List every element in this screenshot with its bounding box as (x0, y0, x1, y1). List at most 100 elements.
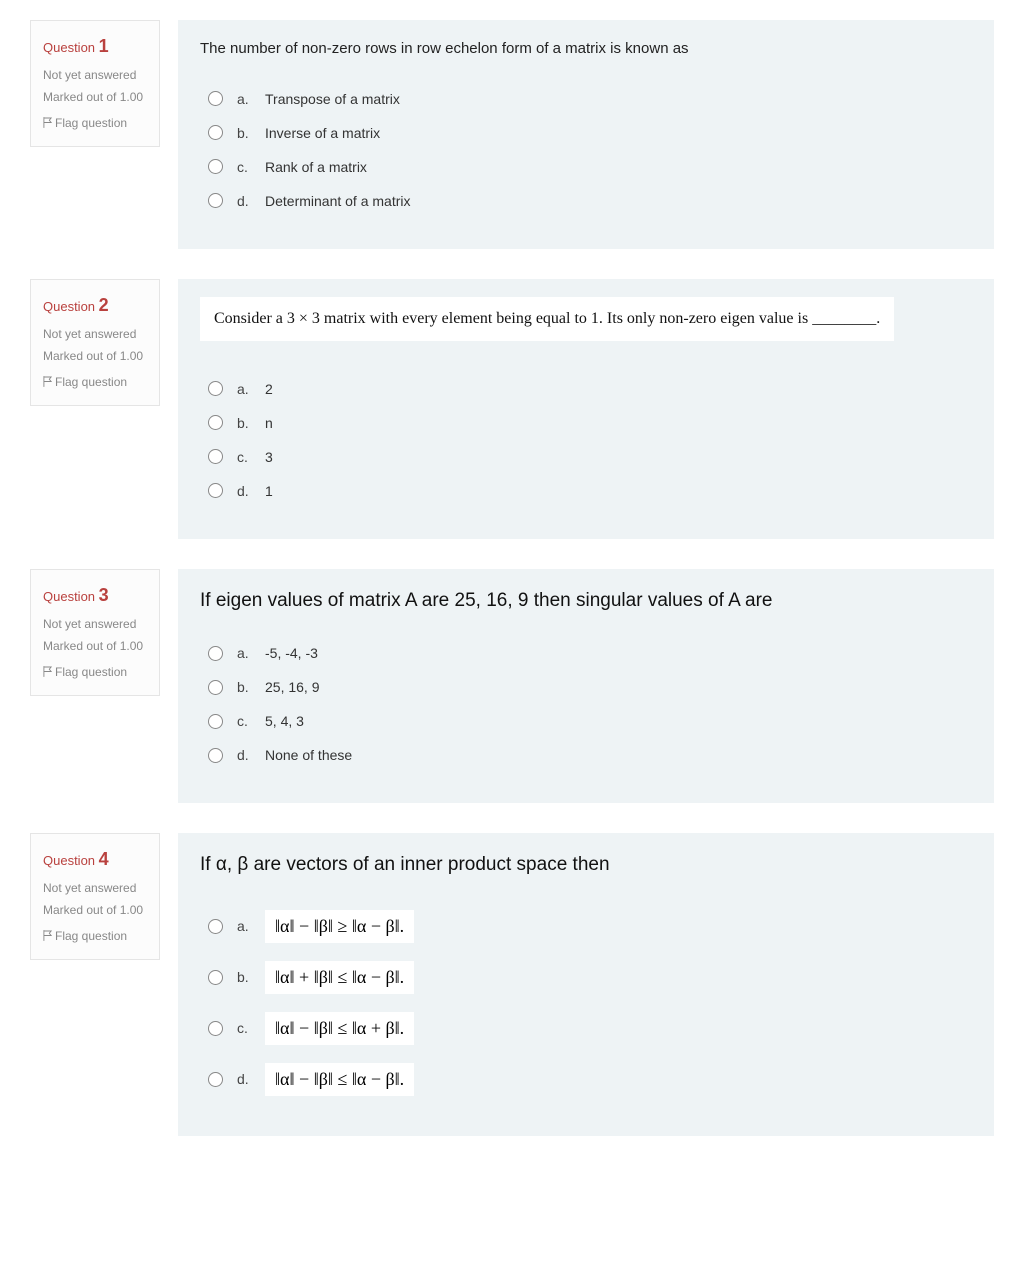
option-text: Rank of a matrix (265, 159, 367, 175)
option-row[interactable]: d.1 (208, 483, 972, 499)
question-number: 2 (99, 295, 109, 315)
option-text: -5, -4, -3 (265, 645, 318, 661)
question-label: Question (43, 40, 95, 55)
question-text: If α, β are vectors of an inner product … (200, 851, 972, 880)
option-text: 2 (265, 381, 273, 397)
radio-button[interactable] (208, 449, 223, 464)
option-row[interactable]: a.Transpose of a matrix (208, 91, 972, 107)
question-title: Question 1 (43, 33, 147, 60)
flag-icon (43, 930, 52, 941)
option-letter: a. (237, 381, 251, 397)
radio-button[interactable] (208, 1021, 223, 1036)
option-row[interactable]: a. 2 (208, 381, 972, 397)
option-text: ‖α‖ − ‖β‖ ≤ ‖α − β‖. (265, 1063, 414, 1096)
question-marks: Marked out of 1.00 (43, 347, 147, 365)
radio-button[interactable] (208, 646, 223, 661)
question-status: Not yet answered (43, 879, 147, 897)
radio-button[interactable] (208, 483, 223, 498)
flag-label: Flag question (55, 665, 127, 679)
option-row[interactable]: a. -5, -4, -3 (208, 645, 972, 661)
radio-button[interactable] (208, 381, 223, 396)
option-text: 3 (265, 449, 273, 465)
question-text: If eigen values of matrix A are 25, 16, … (200, 587, 972, 616)
quiz-root: Question 1 Not yet answered Marked out of … (30, 20, 994, 1136)
radio-button[interactable] (208, 159, 223, 174)
radio-button[interactable] (208, 1072, 223, 1087)
radio-button[interactable] (208, 714, 223, 729)
radio-button[interactable] (208, 125, 223, 140)
question-label: Question (43, 299, 95, 314)
option-row[interactable]: d. Determinant of a matrix (208, 193, 972, 209)
option-row[interactable]: d. ‖α‖ − ‖β‖ ≤ ‖α − β‖. (208, 1063, 972, 1096)
flag-icon (43, 117, 52, 128)
option-row[interactable]: c. 3 (208, 449, 972, 465)
options-group: a.Transpose of a matrix b. Inverse of a ma… (208, 91, 972, 209)
option-text: n (265, 415, 273, 431)
radio-button[interactable] (208, 919, 223, 934)
option-letter: b. (237, 415, 251, 431)
option-row[interactable]: c.5, 4, 3 (208, 713, 972, 729)
question-text: Consider a 3 × 3 matrix with every eleme… (200, 297, 894, 341)
option-text: Inverse of a matrix (265, 125, 380, 141)
question-block: Question 1Not yet answeredMarked out of … (30, 20, 994, 249)
option-letter: c. (237, 1020, 251, 1036)
option-letter: b. (237, 679, 251, 695)
option-letter: c. (237, 449, 251, 465)
option-row[interactable]: b. n (208, 415, 972, 431)
option-row[interactable]: b. ‖α‖ + ‖β‖ ≤ ‖α − β‖. (208, 961, 972, 994)
flag-question-link[interactable]: Flag question (43, 373, 147, 391)
option-text: ‖α‖ − ‖β‖ ≥ ‖α − β‖. (265, 910, 414, 943)
option-text: None of these (265, 747, 352, 763)
option-letter: c. (237, 713, 251, 729)
option-letter: d. (237, 193, 251, 209)
option-row[interactable]: d. None of these (208, 747, 972, 763)
option-letter: c. (237, 159, 251, 175)
flag-label: Flag question (55, 116, 127, 130)
option-text: Determinant of a matrix (265, 193, 411, 209)
flag-question-link[interactable]: Flag question (43, 114, 147, 132)
option-letter: b. (237, 125, 251, 141)
option-text: ‖α‖ − ‖β‖ ≤ ‖α + β‖. (265, 1012, 414, 1045)
flag-question-link[interactable]: Flag question (43, 927, 147, 945)
question-title: Question 3 (43, 582, 147, 609)
option-row[interactable]: b. Inverse of a matrix (208, 125, 972, 141)
flag-label: Flag question (55, 375, 127, 389)
option-letter: a. (237, 918, 251, 934)
radio-button[interactable] (208, 970, 223, 985)
flag-question-link[interactable]: Flag question (43, 663, 147, 681)
radio-button[interactable] (208, 91, 223, 106)
options-group: a. -5, -4, -3 b. 25, 16, 9 c.5, 4, 3 d. None o… (208, 645, 972, 763)
option-text: 1 (265, 483, 273, 499)
option-letter: b. (237, 969, 251, 985)
question-number: 3 (99, 585, 109, 605)
question-info-box: Question 4Not yet answeredMarked out of … (30, 833, 160, 960)
option-letter: d. (237, 747, 251, 763)
radio-button[interactable] (208, 680, 223, 695)
flag-label: Flag question (55, 929, 127, 943)
option-row[interactable]: a. ‖α‖ − ‖β‖ ≥ ‖α − β‖. (208, 910, 972, 943)
question-content: Consider a 3 × 3 matrix with every eleme… (178, 279, 994, 539)
question-content: If α, β are vectors of an inner product … (178, 833, 994, 1136)
question-content: The number of non-zero rows in row echel… (178, 20, 994, 249)
question-info-box: Question 1Not yet answeredMarked out of … (30, 20, 160, 147)
option-row[interactable]: b. 25, 16, 9 (208, 679, 972, 695)
option-text: ‖α‖ + ‖β‖ ≤ ‖α − β‖. (265, 961, 414, 994)
question-block: Question 3Not yet answeredMarked out of … (30, 569, 994, 804)
options-group: a. 2 b. n c. 3 d.1 (208, 381, 972, 499)
option-text: Transpose of a matrix (265, 91, 400, 107)
option-row[interactable]: c. ‖α‖ − ‖β‖ ≤ ‖α + β‖. (208, 1012, 972, 1045)
question-status: Not yet answered (43, 615, 147, 633)
radio-button[interactable] (208, 748, 223, 763)
question-block: Question 4Not yet answeredMarked out of … (30, 833, 994, 1136)
question-block: Question 2Not yet answeredMarked out of … (30, 279, 994, 539)
option-letter: d. (237, 1071, 251, 1087)
question-content: If eigen values of matrix A are 25, 16, … (178, 569, 994, 804)
radio-button[interactable] (208, 193, 223, 208)
question-number: 4 (99, 849, 109, 869)
question-text: The number of non-zero rows in row echel… (200, 38, 972, 61)
radio-button[interactable] (208, 415, 223, 430)
option-letter: a. (237, 645, 251, 661)
option-row[interactable]: c. Rank of a matrix (208, 159, 972, 175)
question-title: Question 2 (43, 292, 147, 319)
option-text: 25, 16, 9 (265, 679, 320, 695)
